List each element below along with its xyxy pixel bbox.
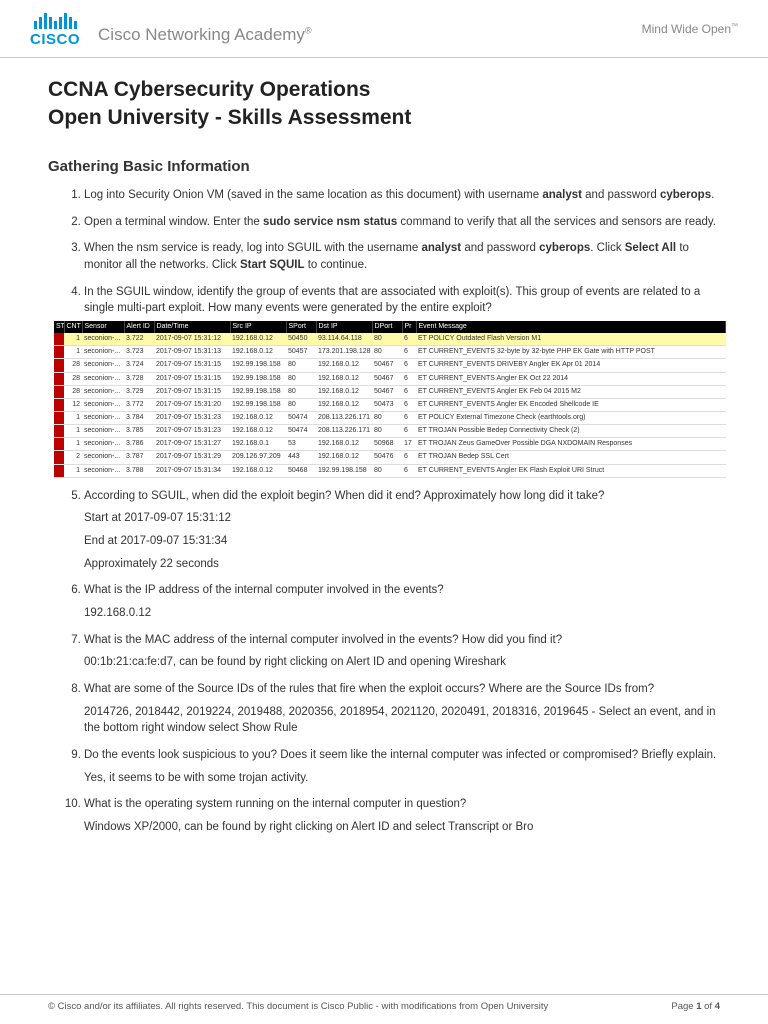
item-9-ans: Yes, it seems to be with some trojan act… (84, 770, 720, 787)
table-row[interactable]: 1seconion-...3.7842017-09-07 15:31:23192… (54, 412, 726, 425)
item-2-text: Open a terminal window. Enter the sudo s… (84, 216, 716, 228)
events-table: STCNTSensorAlert IDDate/TimeSrc IPSPortD… (54, 321, 726, 478)
col-header: Date/Time (154, 321, 230, 333)
item-1: Log into Security Onion VM (saved in the… (84, 187, 720, 204)
logo-group: CISCO Cisco Networking Academy® (30, 9, 312, 48)
table-header-row: STCNTSensorAlert IDDate/TimeSrc IPSPortD… (54, 321, 726, 333)
col-header: Dst IP (316, 321, 372, 333)
table-row[interactable]: 1seconion-...3.7232017-09-07 15:31:13192… (54, 346, 726, 359)
section-heading: Gathering Basic Information (48, 158, 720, 175)
item-8: What are some of the Source IDs of the r… (84, 681, 720, 737)
col-header: CNT (64, 321, 82, 333)
col-header: Sensor (82, 321, 124, 333)
item-6-text: What is the IP address of the internal c… (84, 584, 444, 596)
item-5-ans-b: End at 2017-09-07 15:31:34 (84, 533, 720, 550)
item-7-text: What is the MAC address of the internal … (84, 634, 562, 646)
item-6: What is the IP address of the internal c… (84, 582, 720, 621)
header-bar: CISCO Cisco Networking Academy® Mind Wid… (0, 0, 768, 58)
item-5-ans-c: Approximately 22 seconds (84, 556, 720, 573)
item-5: According to SGUIL, when did the exploit… (84, 488, 720, 573)
col-header: ST (54, 321, 64, 333)
footer: © Cisco and/or its affiliates. All right… (0, 994, 768, 1012)
item-8-text: What are some of the Source IDs of the r… (84, 683, 654, 695)
brand-text: CISCO (30, 31, 80, 48)
item-3-text: When the nsm service is ready, log into … (84, 242, 689, 271)
cisco-bars (34, 9, 77, 29)
item-10: What is the operating system running on … (84, 796, 720, 835)
footer-right: Page 1 of 4 (671, 1001, 720, 1012)
item-1-text: Log into Security Onion VM (saved in the… (84, 189, 714, 201)
item-10-ans: Windows XP/2000, can be found by right c… (84, 819, 720, 836)
table-row[interactable]: 1seconion-...3.7852017-09-07 15:31:23192… (54, 425, 726, 438)
item-2: Open a terminal window. Enter the sudo s… (84, 214, 720, 231)
content: CCNA Cybersecurity Operations Open Unive… (0, 58, 768, 836)
footer-left: © Cisco and/or its affiliates. All right… (48, 1001, 548, 1012)
item-5-ans-a: Start at 2017-09-07 15:31:12 (84, 510, 720, 527)
col-header: SPort (286, 321, 316, 333)
item-3: When the nsm service is ready, log into … (84, 240, 720, 273)
table-row[interactable]: 28seconion-...3.7282017-09-07 15:31:1519… (54, 372, 726, 385)
col-header: Src IP (230, 321, 286, 333)
doc-title-1: CCNA Cybersecurity Operations (48, 78, 720, 102)
item-4-text: In the SGUIL window, identify the group … (84, 286, 700, 315)
item-8-ans: 2014726, 2018442, 2019224, 2019488, 2020… (84, 704, 720, 737)
table-row[interactable]: 28seconion-...3.7242017-09-07 15:31:1519… (54, 359, 726, 372)
col-header: DPort (372, 321, 402, 333)
item-9: Do the events look suspicious to you? Do… (84, 747, 720, 786)
item-6-ans: 192.168.0.12 (84, 605, 720, 622)
item-7: What is the MAC address of the internal … (84, 632, 720, 671)
table-row[interactable]: 12seconion-...3.7722017-09-07 15:31:2019… (54, 398, 726, 411)
item-10-text: What is the operating system running on … (84, 798, 466, 810)
academy-text: Cisco Networking Academy® (98, 25, 312, 48)
item-7-ans: 00:1b:21:ca:fe:d7, can be found by right… (84, 654, 720, 671)
main-list: Log into Security Onion VM (saved in the… (48, 187, 720, 836)
tagline: Mind Wide Open™ (642, 22, 738, 36)
table-row[interactable]: 28seconion-...3.7292017-09-07 15:31:1519… (54, 385, 726, 398)
col-header: Pr (402, 321, 416, 333)
academy-label: Cisco Networking Academy (98, 25, 305, 44)
item-5-text: According to SGUIL, when did the exploit… (84, 490, 604, 502)
cisco-logo: CISCO (30, 9, 80, 48)
table-row[interactable]: 2seconion-...3.7872017-09-07 15:31:29209… (54, 451, 726, 464)
table-body: 1seconion-...3.7222017-09-07 15:31:12192… (54, 333, 726, 477)
item-9-text: Do the events look suspicious to you? Do… (84, 749, 716, 761)
doc-title-2: Open University - Skills Assessment (48, 106, 720, 130)
table-row[interactable]: 1seconion-...3.7862017-09-07 15:31:27192… (54, 438, 726, 451)
table-row[interactable]: 1seconion-...3.7222017-09-07 15:31:12192… (54, 333, 726, 346)
tagline-text: Mind Wide Open (642, 22, 731, 36)
col-header: Event Message (416, 321, 726, 333)
item-4: In the SGUIL window, identify the group … (84, 284, 720, 478)
table-row[interactable]: 1seconion-...3.7882017-09-07 15:31:34192… (54, 464, 726, 477)
col-header: Alert ID (124, 321, 154, 333)
events-table-wrap: STCNTSensorAlert IDDate/TimeSrc IPSPortD… (54, 321, 726, 478)
